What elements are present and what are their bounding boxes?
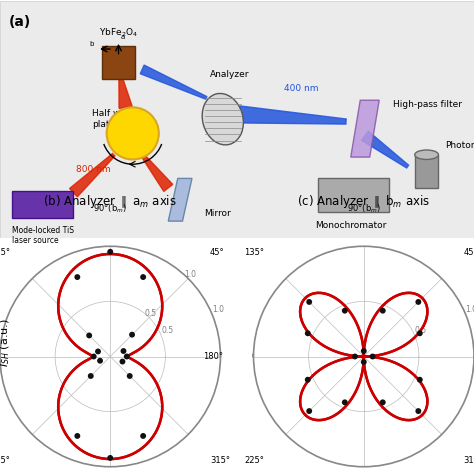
Polygon shape (168, 179, 192, 221)
Circle shape (107, 107, 159, 159)
FancyBboxPatch shape (415, 155, 438, 188)
Point (128, 331, 136, 338)
Text: Mirror: Mirror (204, 210, 230, 219)
Text: Half wave
plate: Half wave plate (92, 110, 137, 129)
Point (351, 353, 359, 360)
Text: 90°(b$_m$): 90°(b$_m$) (93, 203, 127, 215)
Text: 0°(a$_m$): 0°(a$_m$) (251, 350, 280, 363)
Ellipse shape (202, 94, 243, 145)
Text: 180°: 180° (203, 352, 223, 361)
Point (360, 347, 367, 355)
Text: (a): (a) (9, 15, 31, 29)
Text: 315°: 315° (210, 456, 230, 465)
Point (415, 298, 422, 306)
Ellipse shape (415, 150, 438, 159)
Text: 0.5: 0.5 (145, 309, 157, 318)
Text: 225°: 225° (244, 456, 264, 465)
Text: 135°: 135° (0, 248, 10, 257)
Point (90, 353, 98, 360)
Polygon shape (239, 106, 346, 124)
Point (73, 273, 81, 281)
Polygon shape (351, 100, 379, 157)
Text: Mode-locked TiS
laser source: Mode-locked TiS laser source (12, 226, 74, 245)
Point (305, 407, 313, 415)
Point (369, 353, 376, 360)
Text: Monochromator: Monochromator (315, 221, 386, 230)
Point (379, 399, 386, 406)
Point (304, 329, 311, 337)
Point (139, 432, 147, 440)
Point (416, 329, 424, 337)
Text: 400 nm: 400 nm (284, 84, 319, 93)
Point (341, 307, 348, 314)
Point (107, 248, 114, 256)
Point (379, 307, 386, 314)
Point (139, 273, 147, 281)
Polygon shape (119, 78, 132, 109)
Point (123, 353, 130, 360)
Text: b: b (90, 41, 94, 47)
Text: $I_{SH}$ (a.u.): $I_{SH}$ (a.u.) (0, 319, 11, 368)
Text: 45°: 45° (464, 248, 474, 257)
Point (118, 358, 126, 365)
Text: a: a (121, 33, 125, 39)
Polygon shape (362, 131, 409, 168)
Text: Analyzer: Analyzer (210, 70, 250, 79)
Text: 135°: 135° (244, 248, 264, 257)
Point (415, 407, 422, 415)
Title: (b) Analyzer $\parallel$ a$_m$ axis: (b) Analyzer $\parallel$ a$_m$ axis (43, 193, 177, 210)
Point (360, 358, 367, 366)
FancyBboxPatch shape (318, 179, 389, 212)
Text: High-pass filter: High-pass filter (393, 101, 463, 110)
Point (73, 432, 81, 440)
Polygon shape (70, 154, 115, 197)
Text: 90°(b$_m$): 90°(b$_m$) (347, 203, 381, 215)
Point (119, 347, 127, 355)
Text: 315°: 315° (464, 456, 474, 465)
Title: (c) Analyzer $\parallel$ b$_m$ axis: (c) Analyzer $\parallel$ b$_m$ axis (297, 193, 430, 210)
Polygon shape (0, 0, 474, 238)
Text: YbFe$_2$O$_4$: YbFe$_2$O$_4$ (99, 26, 138, 39)
Text: 800 nm: 800 nm (76, 164, 110, 174)
Point (107, 454, 114, 462)
Text: 225°: 225° (0, 456, 10, 465)
Point (126, 372, 134, 380)
Point (96, 357, 104, 364)
Point (416, 376, 424, 384)
Point (85, 332, 93, 339)
Point (305, 298, 313, 306)
FancyBboxPatch shape (102, 46, 135, 79)
Text: Photomultiplier: Photomultiplier (446, 141, 474, 150)
FancyBboxPatch shape (12, 191, 73, 218)
Text: 1.0: 1.0 (184, 270, 196, 279)
Polygon shape (140, 65, 207, 99)
Text: 45°: 45° (210, 248, 225, 257)
Point (94, 348, 102, 355)
Point (87, 372, 94, 380)
Point (341, 399, 348, 406)
Point (304, 376, 311, 384)
Polygon shape (141, 154, 173, 191)
